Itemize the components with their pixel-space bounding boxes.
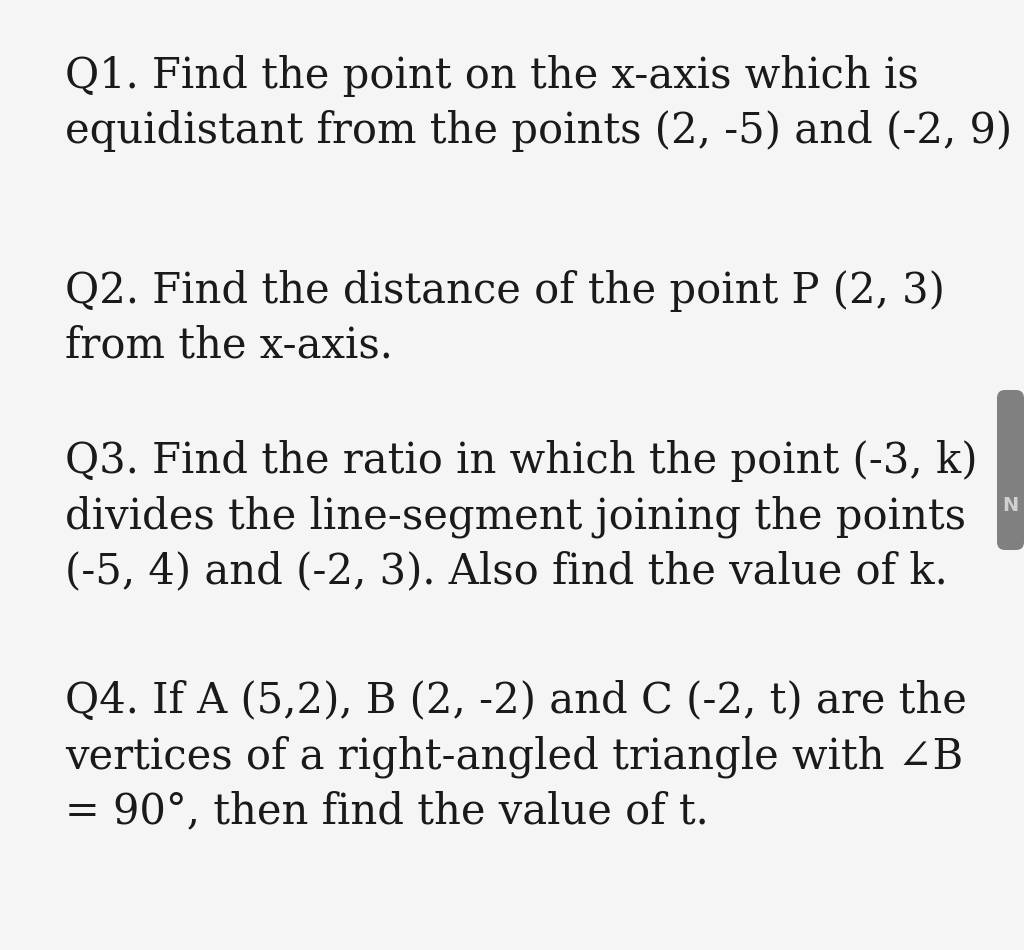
Text: divides the line-segment joining the points: divides the line-segment joining the poi…	[65, 495, 966, 538]
Text: Q2. Find the distance of the point P (2, 3): Q2. Find the distance of the point P (2,…	[65, 270, 945, 312]
FancyBboxPatch shape	[997, 390, 1024, 550]
Text: equidistant from the points (2, -5) and (-2, 9): equidistant from the points (2, -5) and …	[65, 110, 1012, 152]
Text: (-5, 4) and (-2, 3). Also find the value of k.: (-5, 4) and (-2, 3). Also find the value…	[65, 550, 948, 592]
Text: Q1. Find the point on the x-axis which is: Q1. Find the point on the x-axis which i…	[65, 55, 919, 97]
Text: Q4. If A (5,2), B (2, -2) and C (-2, t) are the: Q4. If A (5,2), B (2, -2) and C (-2, t) …	[65, 680, 967, 722]
Text: Q3. Find the ratio in which the point (-3, k): Q3. Find the ratio in which the point (-…	[65, 440, 978, 482]
Text: from the x-axis.: from the x-axis.	[65, 325, 393, 367]
Text: = 90°, then find the value of t.: = 90°, then find the value of t.	[65, 790, 709, 832]
Text: vertices of a right-angled triangle with ∠B: vertices of a right-angled triangle with…	[65, 735, 964, 777]
Text: N: N	[1002, 496, 1019, 515]
